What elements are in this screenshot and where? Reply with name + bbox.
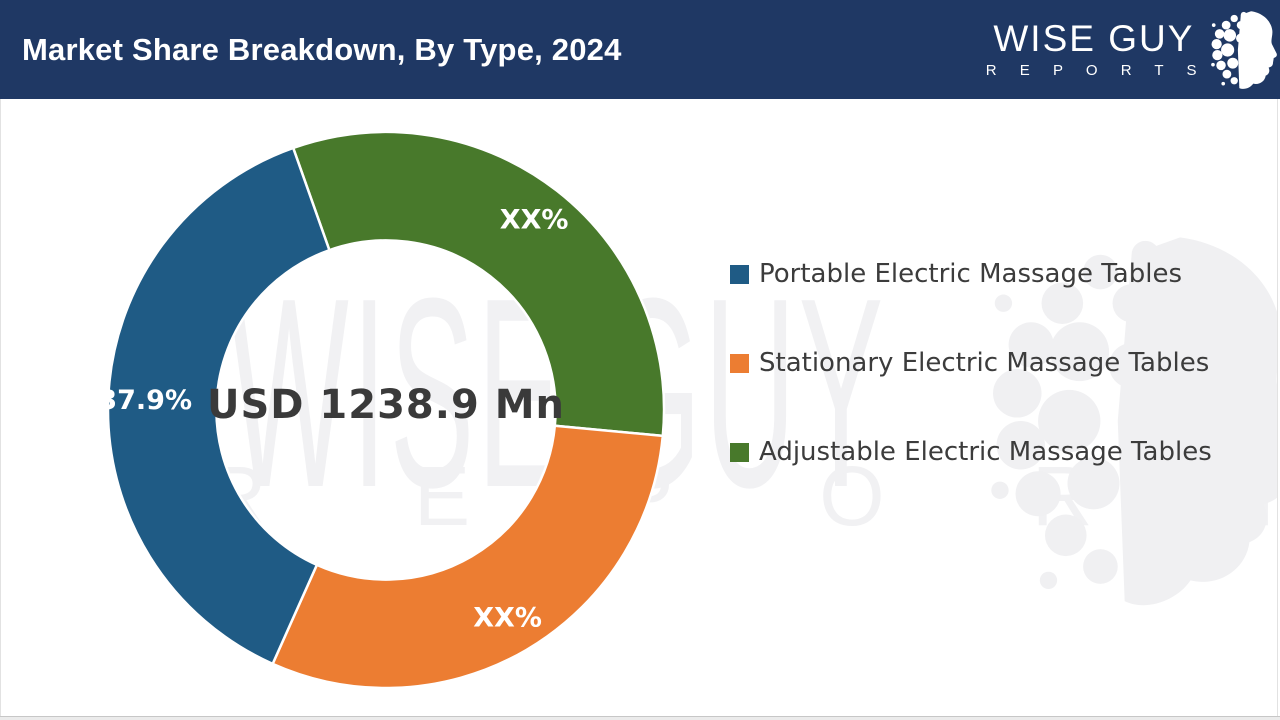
legend-label-adjustable: Adjustable Electric Massage Tables [759,437,1212,467]
legend-item-portable: Portable Electric Massage Tables [730,259,1182,289]
legend-swatch-adjustable [730,442,749,462]
legend-label-stationary: Stationary Electric Massage Tables [759,348,1210,378]
legend-label-portable: Portable Electric Massage Tables [759,259,1183,289]
page-title: Market Share Breakdown, By Type, 2024 [22,31,622,67]
brand-subtitle: R E P O R T S [985,62,1206,79]
legend-item-stationary: Stationary Electric Massage Tables [730,348,1209,378]
pie-slice-portable [106,146,331,666]
legend-swatch-portable [730,264,749,284]
donut-chart: XX% XX% 37.9% [98,130,666,690]
bottom-border [0,716,1280,720]
pie-slice-label: XX% [473,603,542,634]
header-bar: Market Share Breakdown, By Type, 2024 WI… [0,0,1280,99]
pie-slice-label: XX% [500,204,569,235]
wiseguy-face-icon [1211,11,1277,89]
pie-slice-adjustable [291,130,666,438]
pie-slice-stationary [271,424,665,690]
brand-logo: WISE GUY R E P O R T S [982,9,1280,91]
legend-item-adjustable: Adjustable Electric Massage Tables [730,437,1212,467]
legend-swatch-stationary [730,353,749,373]
chart-area: WISE GUY R E P O R T S XX%XX%37.9% USD 1… [0,99,1278,720]
pie-slice-label: 37.9% [98,385,192,416]
brand-name: WISE GUY [993,18,1195,59]
chart-center-value: USD 1238.9 Mn [207,382,565,428]
